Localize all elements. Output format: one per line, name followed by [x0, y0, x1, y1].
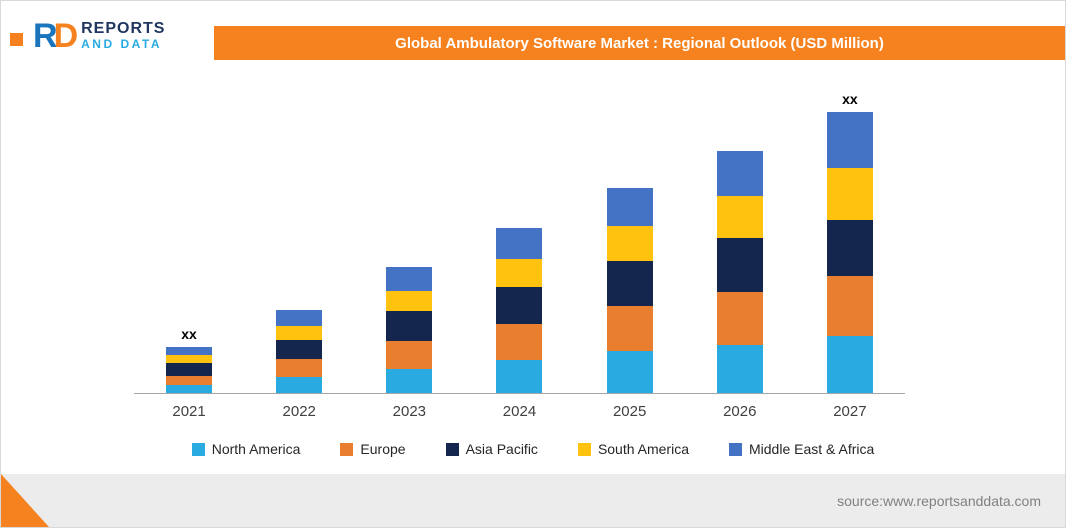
- stacked-bar-2027: [826, 112, 873, 393]
- bar-segment-north-america: [716, 345, 763, 393]
- stacked-bar-2022: [276, 310, 323, 393]
- x-axis-label-2026: 2026: [723, 403, 757, 420]
- legend-label-europe: Europe: [360, 441, 406, 457]
- footer-accent-triangle: [1, 474, 49, 527]
- bar-segment-europe: [386, 341, 433, 369]
- chart-title-banner: Global Ambulatory Software Market : Regi…: [214, 26, 1065, 60]
- legend-swatch-asia-pacific: [445, 442, 459, 456]
- bar-segment-north-america: [166, 385, 213, 393]
- bar-segment-europe: [496, 324, 543, 360]
- bar-segment-middle-east-africa: [386, 267, 433, 291]
- bar-segment-europe: [166, 376, 213, 385]
- bar-column-2025: [606, 188, 653, 393]
- bar-segment-north-america: [276, 377, 323, 393]
- stacked-bar-chart: xx xx 2021 2022 2023 2024 2025 2026 2027: [134, 63, 905, 420]
- footer-bar: source:www.reportsanddata.com: [1, 474, 1065, 527]
- bar-segment-north-america: [606, 351, 653, 393]
- bar-segment-south-america: [166, 355, 213, 363]
- bar-column-2022: [276, 310, 323, 393]
- bar-segment-europe: [826, 276, 873, 336]
- stacked-bar-2021: [166, 347, 213, 393]
- plot-area: xx xx: [134, 63, 905, 394]
- legend-item-north-america: North America: [191, 441, 301, 457]
- bar-segment-north-america: [826, 336, 873, 393]
- bar-value-label-2021: xx: [181, 326, 197, 342]
- bar-segment-asia-pacific: [606, 261, 653, 306]
- x-axis-label-2023: 2023: [392, 403, 427, 420]
- legend-swatch-north-america: [191, 442, 205, 456]
- stacked-bar-2023: [386, 267, 433, 393]
- x-axis-label-2024: 2024: [502, 403, 537, 420]
- bar-segment-south-america: [606, 226, 653, 261]
- bar-segment-europe: [276, 359, 323, 377]
- bar-segment-middle-east-africa: [606, 188, 653, 226]
- legend-label-south-america: South America: [597, 441, 689, 457]
- bar-segment-south-america: [716, 196, 763, 238]
- bar-segment-asia-pacific: [496, 287, 543, 324]
- x-axis: 2021 2022 2023 2024 2025 2026 2027: [134, 403, 905, 420]
- legend-swatch-europe: [340, 442, 354, 456]
- stacked-bar-2025: [606, 188, 653, 393]
- legend-item-middle-east-africa: Middle East & Africa: [729, 441, 874, 457]
- x-axis-label-2025: 2025: [612, 403, 647, 420]
- brand-name-bottom: AND DATA: [81, 37, 163, 52]
- legend-label-north-america: North America: [211, 441, 301, 457]
- bar-segment-south-america: [826, 168, 873, 220]
- bar-column-2023: [386, 267, 433, 393]
- legend-item-europe: Europe: [340, 441, 406, 457]
- legend-item-south-america: South America: [577, 441, 689, 457]
- bar-segment-asia-pacific: [276, 340, 323, 359]
- bar-segment-asia-pacific: [826, 220, 873, 276]
- bar-segment-asia-pacific: [386, 311, 433, 341]
- brand-name-top: REPORTS: [81, 19, 166, 37]
- legend-label-asia-pacific: Asia Pacific: [465, 441, 538, 457]
- legend-label-middle-east-africa: Middle East & Africa: [749, 441, 875, 457]
- corner-accent-square: [10, 33, 23, 46]
- bar-value-label-2027: xx: [842, 91, 858, 107]
- bar-column-2024: [496, 228, 543, 393]
- logo-letter-d: D: [53, 17, 78, 55]
- chart-legend: North America Europe Asia Pacific South Ame…: [1, 441, 1065, 457]
- legend-swatch-south-america: [577, 442, 591, 456]
- legend-swatch-middle-east-africa: [729, 442, 742, 456]
- bar-column-2021: xx: [166, 326, 213, 393]
- x-axis-label-2027: 2027: [833, 403, 867, 420]
- bar-segment-south-america: [276, 326, 323, 340]
- bar-segment-asia-pacific: [716, 238, 763, 292]
- bar-column-2027: xx: [826, 91, 873, 393]
- bar-segment-middle-east-africa: [166, 347, 213, 355]
- legend-item-asia-pacific: Asia Pacific: [445, 441, 538, 457]
- bar-segment-south-america: [496, 259, 543, 287]
- bar-segment-north-america: [496, 360, 543, 393]
- brand-logo: RD REPORTS AND DATA: [33, 19, 165, 53]
- bar-segment-south-america: [386, 291, 433, 311]
- bar-segment-middle-east-africa: [826, 112, 873, 168]
- logo-mark-icon: RD: [33, 17, 78, 55]
- brand-text: REPORTS AND DATA: [81, 20, 165, 52]
- bar-segment-middle-east-africa: [496, 228, 543, 259]
- stacked-bar-2024: [496, 228, 543, 393]
- bar-segment-north-america: [386, 369, 433, 393]
- chart-title: Global Ambulatory Software Market : Regi…: [395, 34, 884, 52]
- bar-segment-europe: [716, 292, 763, 345]
- stacked-bar-2026: [716, 151, 763, 393]
- x-axis-label-2022: 2022: [282, 403, 316, 420]
- bar-segment-middle-east-africa: [276, 310, 323, 326]
- bar-segment-europe: [606, 306, 653, 351]
- bar-column-2026: [716, 151, 763, 393]
- bar-segment-asia-pacific: [166, 363, 213, 376]
- logo-letter-r: R: [33, 17, 57, 55]
- source-text: source:www.reportsanddata.com: [837, 492, 1041, 509]
- x-axis-label-2021: 2021: [172, 403, 206, 420]
- bar-segment-middle-east-africa: [716, 151, 763, 196]
